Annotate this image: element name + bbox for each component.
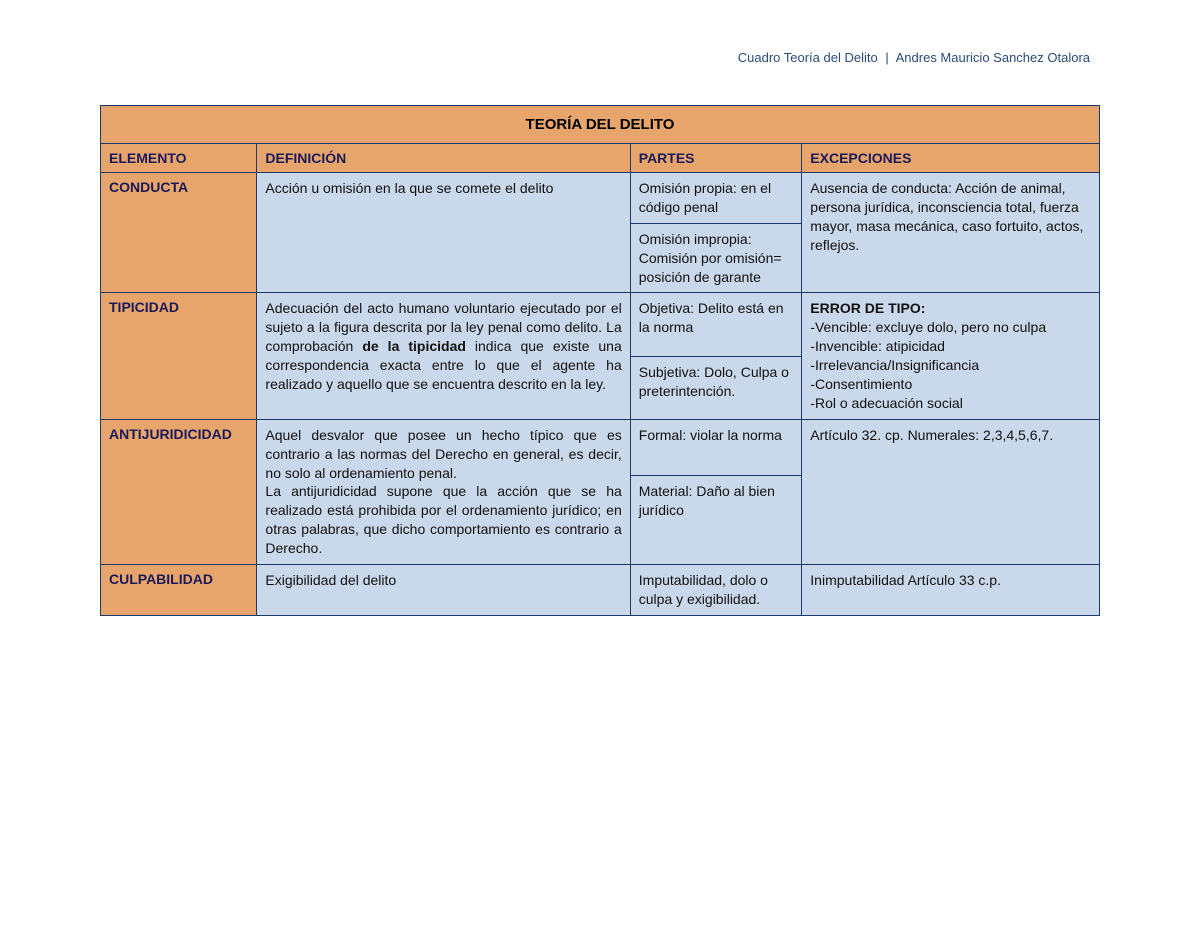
label-antijuridicidad: ANTIJURIDICIDAD [101,419,257,564]
teoria-delito-table: TEORÍA DEL DELITO ELEMENTO DEFINICIÓN PA… [100,105,1100,616]
table-header-row: ELEMENTO DEFINICIÓN PARTES EXCEPCIONES [101,144,1100,173]
exc-tipicidad-title: ERROR DE TIPO: [810,300,925,316]
document-page: Cuadro Teoría del Delito | Andres Mauric… [0,0,1200,656]
excepciones-culpabilidad: Inimputabilidad Artículo 33 c.p. [802,565,1100,616]
partes-tipicidad-0: Objetiva: Delito está en la norma [630,293,802,356]
col-definicion: DEFINICIÓN [257,144,630,173]
definicion-conducta: Acción u omisión en la que se comete el … [257,173,630,293]
partes-antijuridicidad-0: Formal: violar la norma [630,419,802,475]
col-partes: PARTES [630,144,802,173]
partes-culpabilidad: Imputabilidad, dolo o culpa y exigibilid… [630,565,802,616]
document-header: Cuadro Teoría del Delito | Andres Mauric… [100,50,1100,65]
doc-author: Andres Mauricio Sanchez Otalora [896,50,1090,65]
row-antijuridicidad-1: ANTIJURIDICIDAD Aquel desvalor que posee… [101,419,1100,475]
partes-tipicidad-1: Subjetiva: Dolo, Culpa o preterintención… [630,356,802,419]
row-culpabilidad: CULPABILIDAD Exigibilidad del delito Imp… [101,565,1100,616]
partes-conducta-1: Omisión impropia: Comisión por omisión= … [630,223,802,293]
partes-conducta-0: Omisión propia: en el código penal [630,173,802,224]
partes-antijuridicidad-1: Material: Daño al bien jurídico [630,475,802,564]
def-tipicidad-bold: de la tipicidad [362,338,475,354]
label-conducta: CONDUCTA [101,173,257,293]
excepciones-conducta: Ausencia de conducta: Acción de animal, … [802,173,1100,293]
separator: | [885,50,888,65]
definicion-antijuridicidad: Aquel desvalor que posee un hecho típico… [257,419,630,564]
definicion-tipicidad: Adecuación del acto humano voluntario ej… [257,293,630,419]
label-tipicidad: TIPICIDAD [101,293,257,419]
exc-tipicidad-body: -Vencible: excluye dolo, pero no culpa -… [810,319,1046,411]
table-title-row: TEORÍA DEL DELITO [101,106,1100,144]
col-excepciones: EXCEPCIONES [802,144,1100,173]
row-conducta-1: CONDUCTA Acción u omisión en la que se c… [101,173,1100,224]
doc-title: Cuadro Teoría del Delito [738,50,878,65]
excepciones-tipicidad: ERROR DE TIPO: -Vencible: excluye dolo, … [802,293,1100,419]
col-elemento: ELEMENTO [101,144,257,173]
definicion-culpabilidad: Exigibilidad del delito [257,565,630,616]
excepciones-antijuridicidad: Artículo 32. cp. Numerales: 2,3,4,5,6,7. [802,419,1100,564]
table-title: TEORÍA DEL DELITO [101,106,1100,144]
label-culpabilidad: CULPABILIDAD [101,565,257,616]
row-tipicidad-1: TIPICIDAD Adecuación del acto humano vol… [101,293,1100,356]
